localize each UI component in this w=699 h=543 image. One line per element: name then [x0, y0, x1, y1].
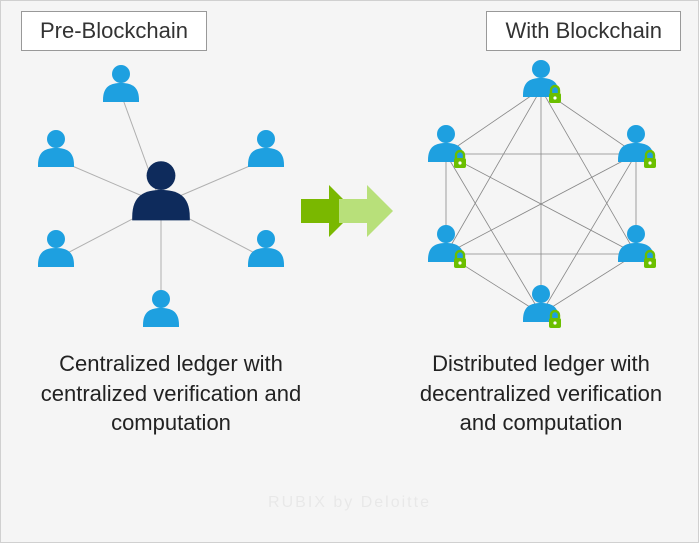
transition-arrow — [301, 181, 411, 241]
right-caption: Distributed ledger with decentralized ve… — [401, 349, 681, 438]
distributed-network-svg — [401, 59, 681, 339]
pre-blockchain-panel: Pre-Blockchain Centralized ledger with c… — [21, 11, 321, 438]
caption-bold: Centralized — [59, 351, 170, 376]
infographic-container: Pre-Blockchain Centralized ledger with c… — [0, 0, 699, 543]
distributed-diagram — [401, 59, 681, 339]
caption-bold: centralized — [41, 381, 147, 406]
arrow-icon — [301, 181, 411, 241]
with-blockchain-panel: With Blockchain Distributed ledger with … — [401, 11, 681, 438]
left-caption: Centralized ledger with centralized veri… — [21, 349, 321, 438]
centralized-diagram — [21, 59, 301, 339]
watermark-text: RUBIX by Deloitte — [268, 494, 431, 512]
left-title: Pre-Blockchain — [21, 11, 207, 51]
centralized-network-svg — [21, 59, 301, 339]
caption-text: ledger with — [170, 351, 283, 376]
right-title: With Blockchain — [486, 11, 681, 51]
caption-bold: decentralized — [420, 381, 551, 406]
caption-text: ledger with — [537, 351, 650, 376]
caption-bold: Distributed — [432, 351, 537, 376]
